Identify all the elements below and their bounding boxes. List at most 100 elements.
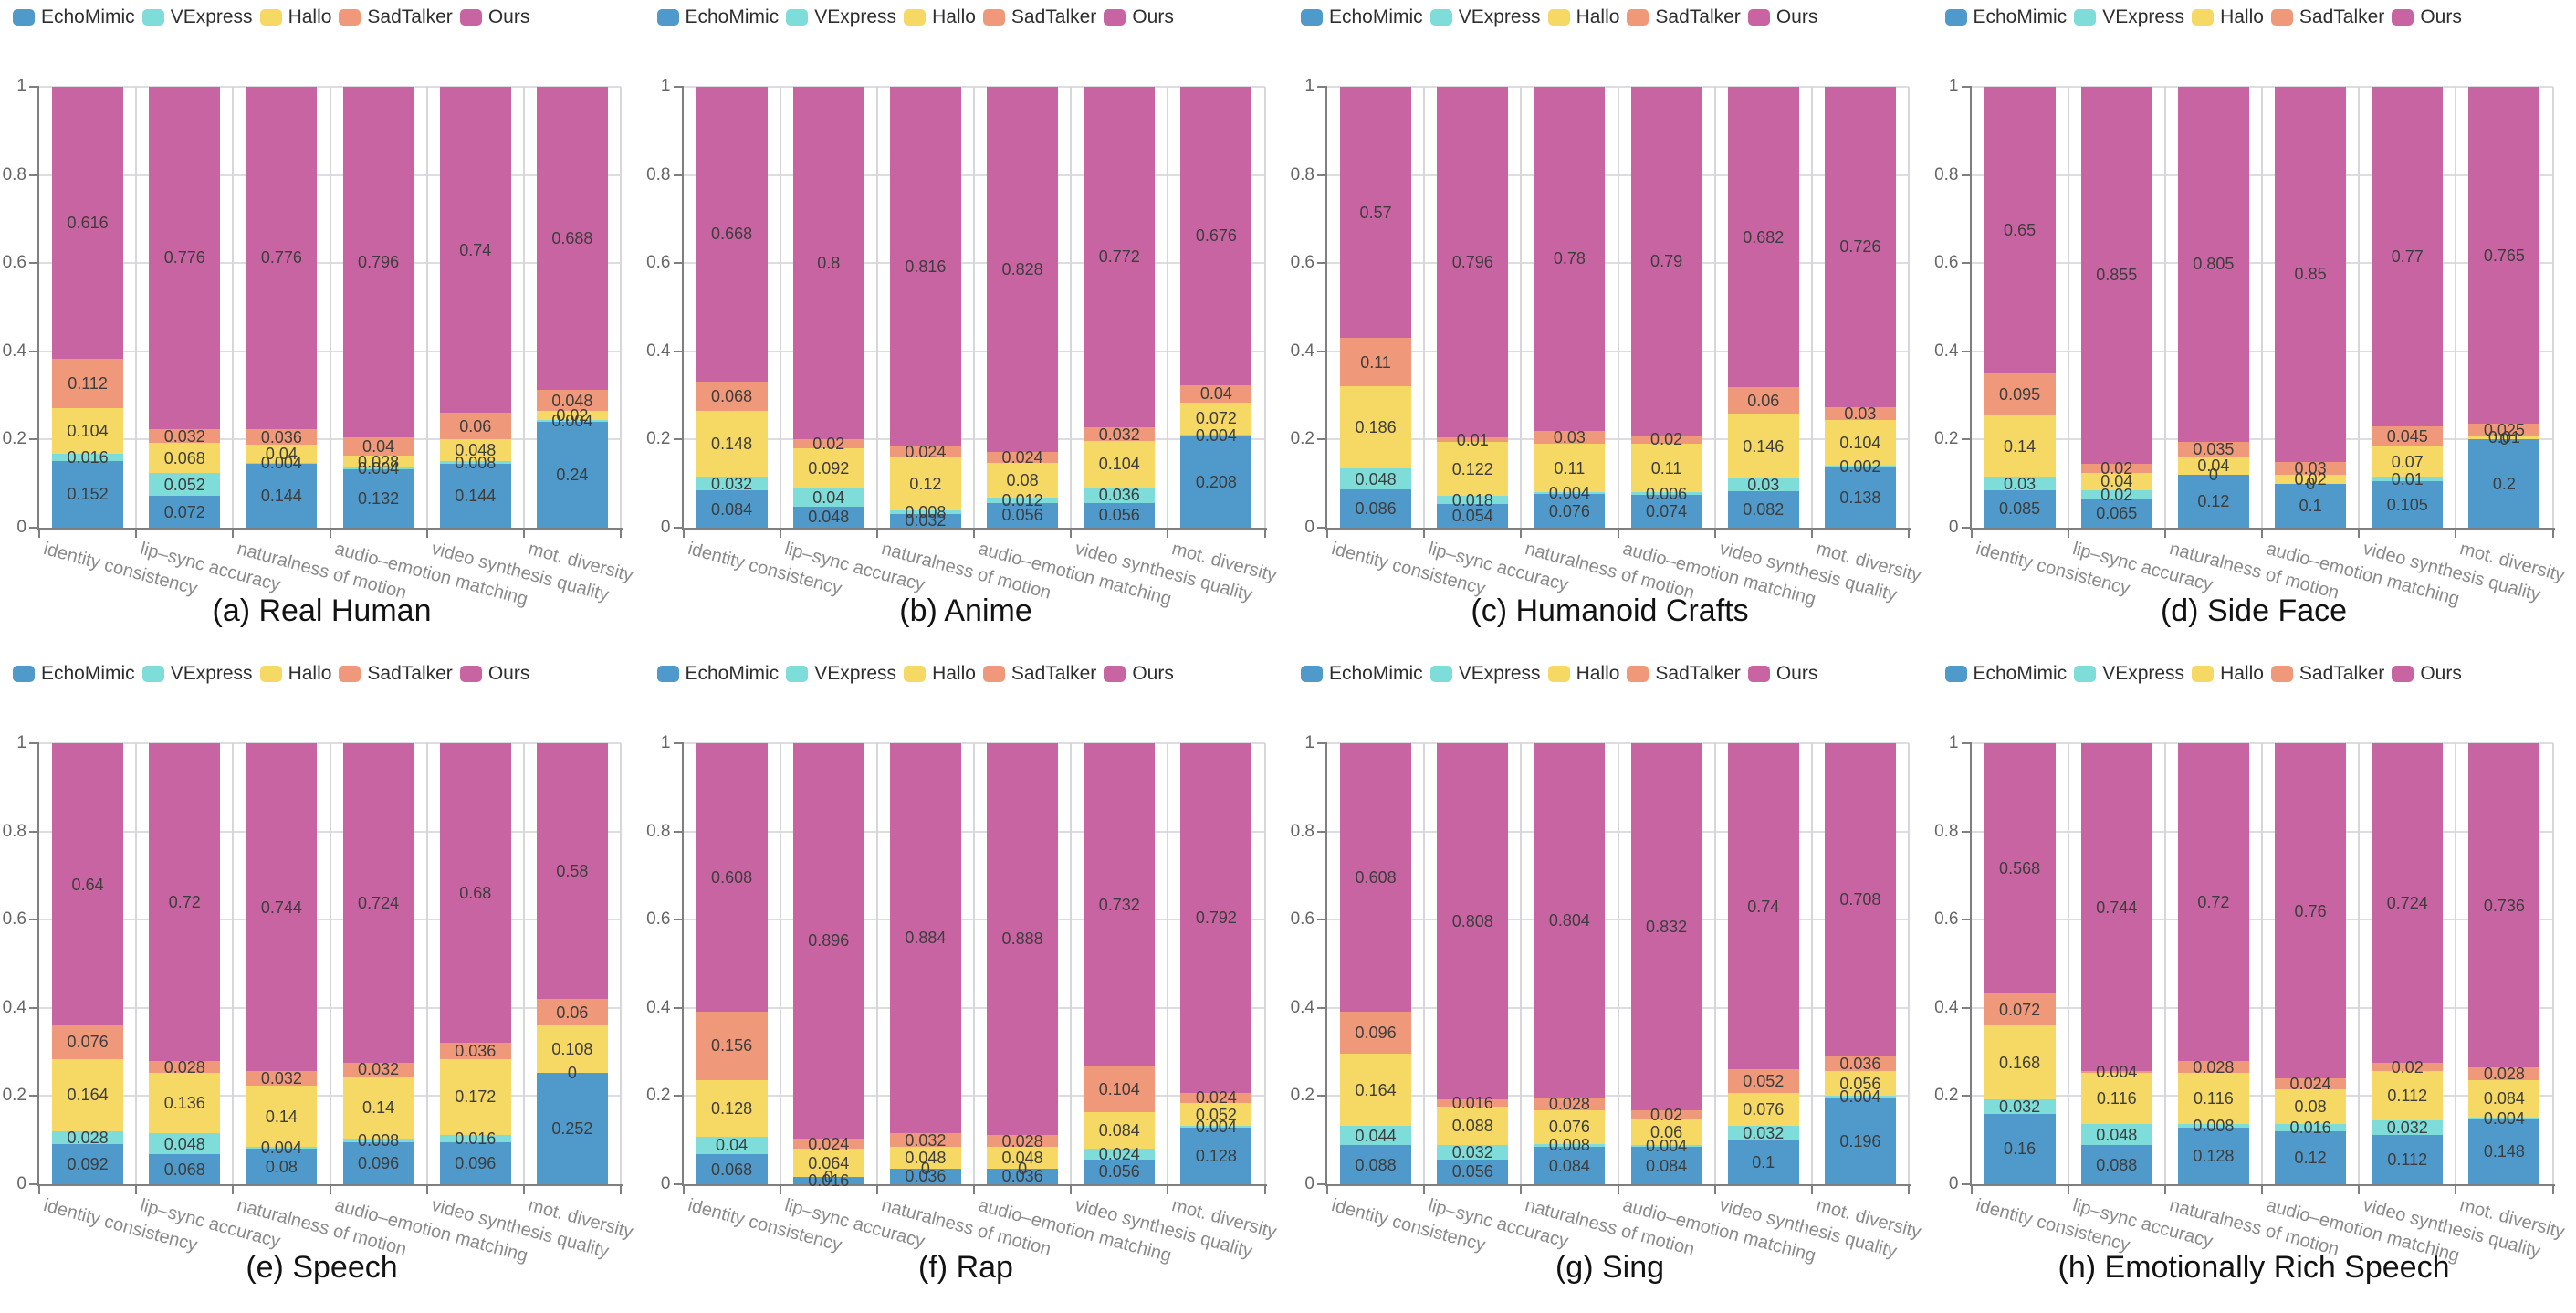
bar-segment	[987, 451, 1059, 463]
category-divider	[135, 87, 138, 528]
bar-segment	[2080, 87, 2152, 464]
bar-segment	[149, 1154, 221, 1184]
y-axis-line	[681, 742, 684, 1186]
x-axis-tick	[2455, 1186, 2457, 1194]
x-axis-line	[1969, 1184, 2555, 1186]
bar-segment	[2372, 1120, 2444, 1135]
value-label: 0.688	[551, 229, 593, 248]
value-label: 0.208	[1195, 472, 1237, 491]
plot-area: 0 0.2 0.4 0.6 0.8 1 0.088 0.044 0.164 0.096 0.608 i…	[1291, 733, 1923, 1266]
value-label: 0.004	[1548, 484, 1590, 503]
x-axis-tick	[1326, 1186, 1328, 1194]
x-axis-tick	[1970, 1186, 1973, 1194]
value-label: 0.168	[1999, 1053, 2041, 1072]
bar-segment	[1437, 1159, 1509, 1184]
value-label: 0.02	[1650, 430, 1683, 449]
value-label: 0.04	[265, 444, 298, 463]
value-label: 0.888	[1001, 930, 1043, 949]
bar-segment	[52, 1131, 124, 1144]
bar-segment	[792, 87, 864, 440]
bar-segment	[536, 87, 608, 391]
echomimic-swatch-icon	[1301, 8, 1323, 26]
value-label: 0.025	[2483, 420, 2525, 439]
value-label: 0	[2499, 430, 2509, 449]
value-label: 0.105	[2386, 495, 2428, 514]
value-label: 0.116	[2096, 1089, 2137, 1108]
bar-segment	[1984, 415, 2056, 478]
bar-segment	[792, 1138, 864, 1150]
category-divider	[2358, 743, 2361, 1184]
x-axis-tick	[1423, 1186, 1426, 1194]
bar-segment	[1727, 87, 1799, 388]
value-label: 0.804	[1548, 911, 1590, 930]
bar-segment	[2275, 475, 2347, 484]
value-label: 0.616	[67, 213, 109, 232]
bar-segment	[1180, 87, 1252, 385]
y-axis-tick	[1317, 350, 1325, 352]
legend-item-label: Hallo	[288, 663, 332, 684]
value-label: 0.002	[1839, 457, 1881, 476]
value-label: 0.02	[1650, 1105, 1683, 1124]
bar-segment	[246, 428, 318, 446]
value-label: 0.054	[1451, 506, 1493, 525]
value-label: 0.076	[1548, 1118, 1590, 1137]
legend-item-label: EchoMimic	[41, 6, 135, 27]
bar-segment	[1824, 406, 1896, 421]
value-label: 0.03	[2004, 474, 2037, 493]
y-axis-tick-label: 1	[660, 77, 671, 96]
value-label: 0.004	[1195, 425, 1237, 445]
legend: EchoMimic VExpress Hallo SadTalker Ours	[1301, 7, 1817, 26]
legend: EchoMimic VExpress Hallo SadTalker Ours	[13, 664, 529, 683]
legend-item: SadTalker	[339, 664, 453, 683]
category-divider	[1908, 87, 1910, 528]
value-label: 0.032	[905, 1130, 947, 1150]
value-label: 0.084	[1548, 1156, 1590, 1175]
bar-segment	[536, 420, 608, 423]
bar-segment	[1437, 743, 1509, 1100]
bar-segment	[246, 445, 318, 463]
sadtalker-swatch-icon	[339, 8, 361, 26]
value-label: 0.128	[711, 1098, 753, 1118]
bar-segment	[1180, 1128, 1252, 1184]
x-axis-tick	[2358, 530, 2361, 538]
bar-segment	[439, 460, 511, 465]
x-axis-tick	[973, 530, 975, 538]
value-label: 0.028	[163, 1057, 205, 1077]
value-label: 0.608	[711, 867, 753, 887]
legend-item: Ours	[2392, 7, 2462, 26]
bar-segment	[1984, 489, 2056, 528]
value-label: 0.06	[1650, 1123, 1683, 1141]
x-axis-tick	[1423, 530, 1426, 538]
bar-segment	[439, 743, 511, 1044]
category-divider	[1617, 87, 1619, 528]
y-axis-tick-label: 0.6	[1290, 253, 1314, 273]
bar-segment	[246, 464, 318, 528]
bar-segment	[696, 1136, 768, 1155]
value-label: 0.004	[358, 459, 400, 478]
y-axis-tick	[1961, 86, 1970, 88]
y-axis-tick	[1961, 1006, 1970, 1009]
value-label: 0.018	[1451, 490, 1493, 509]
x-axis-tick	[38, 1186, 40, 1194]
category-divider	[135, 743, 138, 1184]
bar-segment	[439, 439, 511, 461]
legend-item-label: SadTalker	[1011, 663, 1097, 684]
bar-segment	[2468, 1119, 2540, 1184]
value-label: 0.028	[1001, 1131, 1043, 1150]
sadtalker-swatch-icon	[1627, 8, 1649, 26]
legend-item: VExpress	[1429, 664, 1541, 683]
x-axis-tick	[2551, 1186, 2554, 1194]
y-axis-tick-label: 0.4	[2, 997, 26, 1017]
x-axis-tick	[135, 530, 138, 538]
value-label: 0.048	[455, 440, 497, 459]
y-axis-tick	[1317, 1006, 1325, 1009]
value-label: 0.01	[2487, 427, 2520, 446]
y-axis-tick	[1317, 262, 1325, 265]
bar-segment	[1630, 1145, 1702, 1148]
bar-segment	[889, 1168, 961, 1184]
legend-item: VExpress	[1429, 7, 1541, 26]
chart-title: (a) Real Human	[212, 593, 432, 628]
value-label: 0.004	[1646, 1137, 1688, 1156]
value-label: 0.086	[1355, 499, 1397, 519]
bar-segment	[1340, 743, 1412, 1012]
